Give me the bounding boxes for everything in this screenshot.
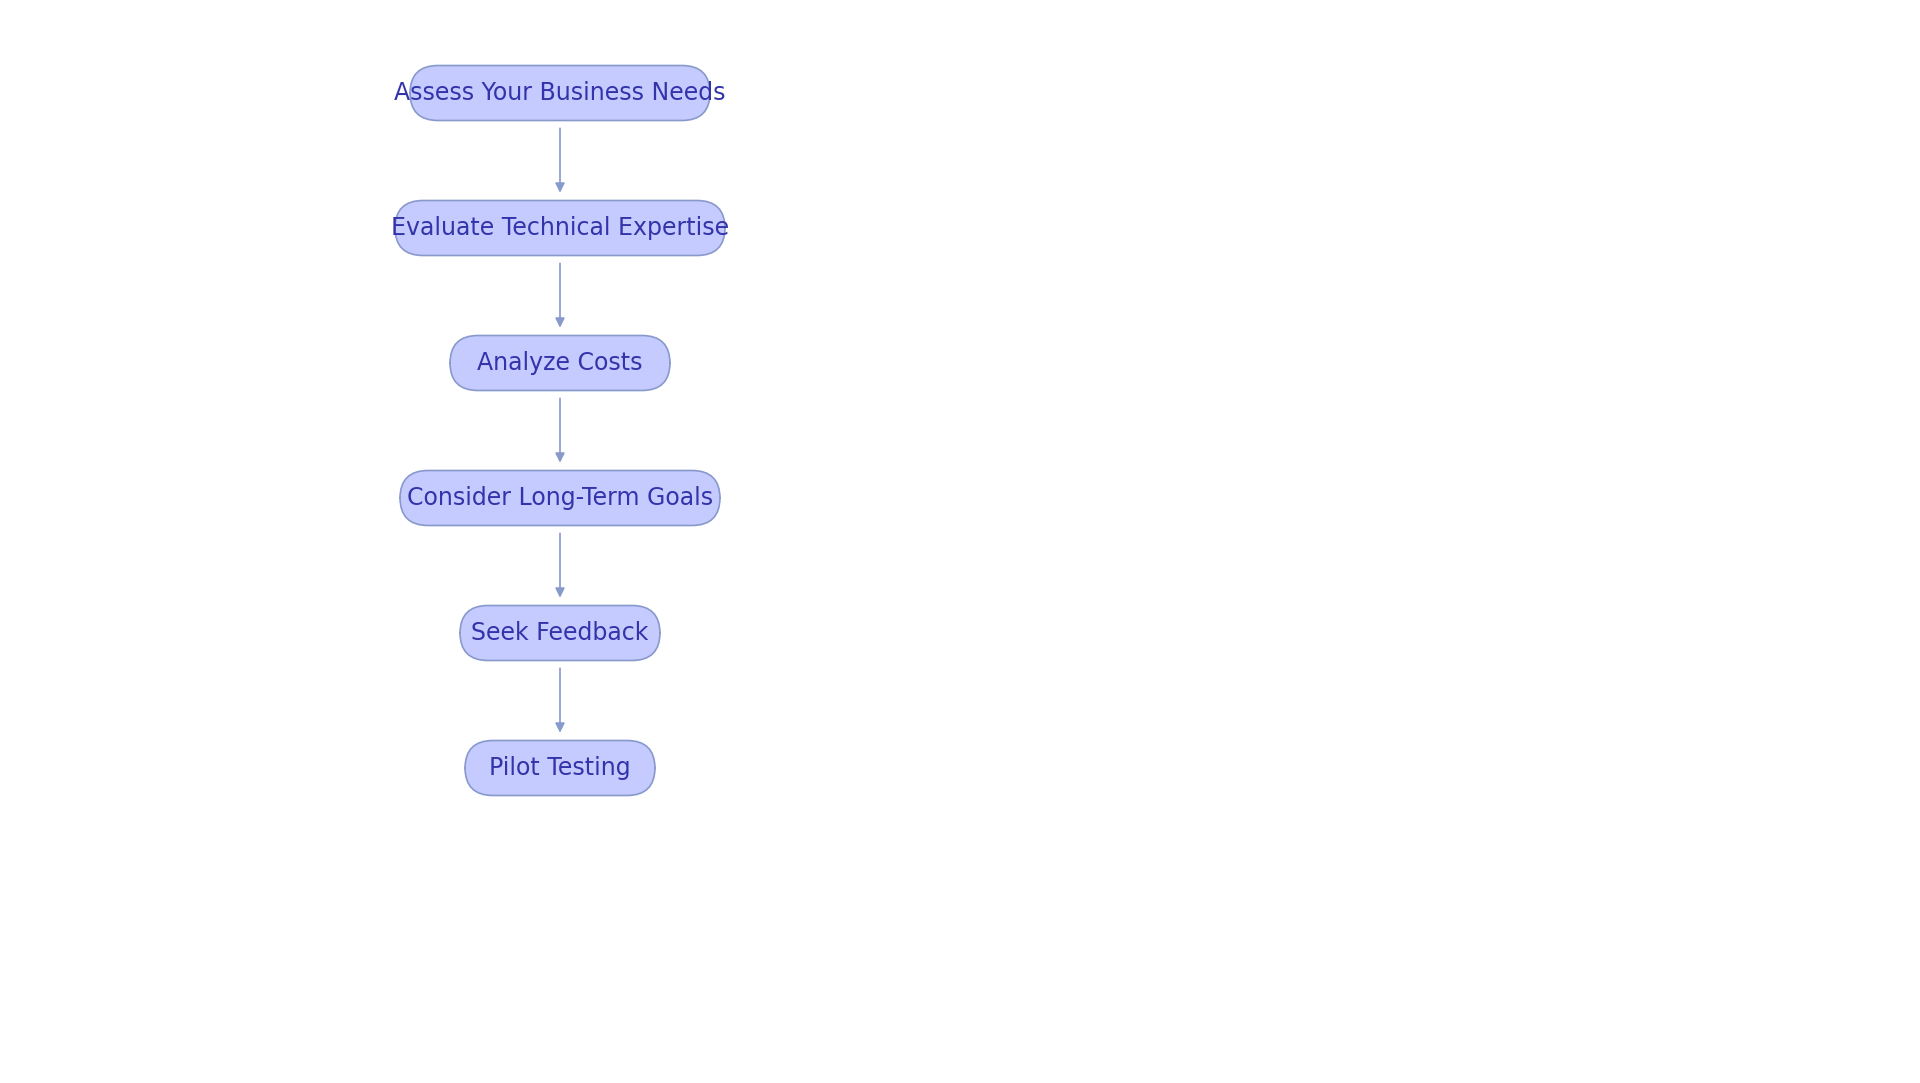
Text: Seek Feedback: Seek Feedback — [470, 621, 649, 645]
FancyBboxPatch shape — [465, 741, 655, 796]
Text: Pilot Testing: Pilot Testing — [490, 756, 632, 780]
Text: Analyze Costs: Analyze Costs — [478, 351, 643, 375]
Text: Assess Your Business Needs: Assess Your Business Needs — [394, 81, 726, 105]
FancyBboxPatch shape — [449, 336, 670, 391]
FancyBboxPatch shape — [396, 200, 726, 256]
Text: Evaluate Technical Expertise: Evaluate Technical Expertise — [392, 216, 730, 240]
FancyBboxPatch shape — [399, 470, 720, 525]
Text: Consider Long-Term Goals: Consider Long-Term Goals — [407, 486, 712, 510]
FancyBboxPatch shape — [411, 65, 710, 120]
FancyBboxPatch shape — [461, 605, 660, 661]
